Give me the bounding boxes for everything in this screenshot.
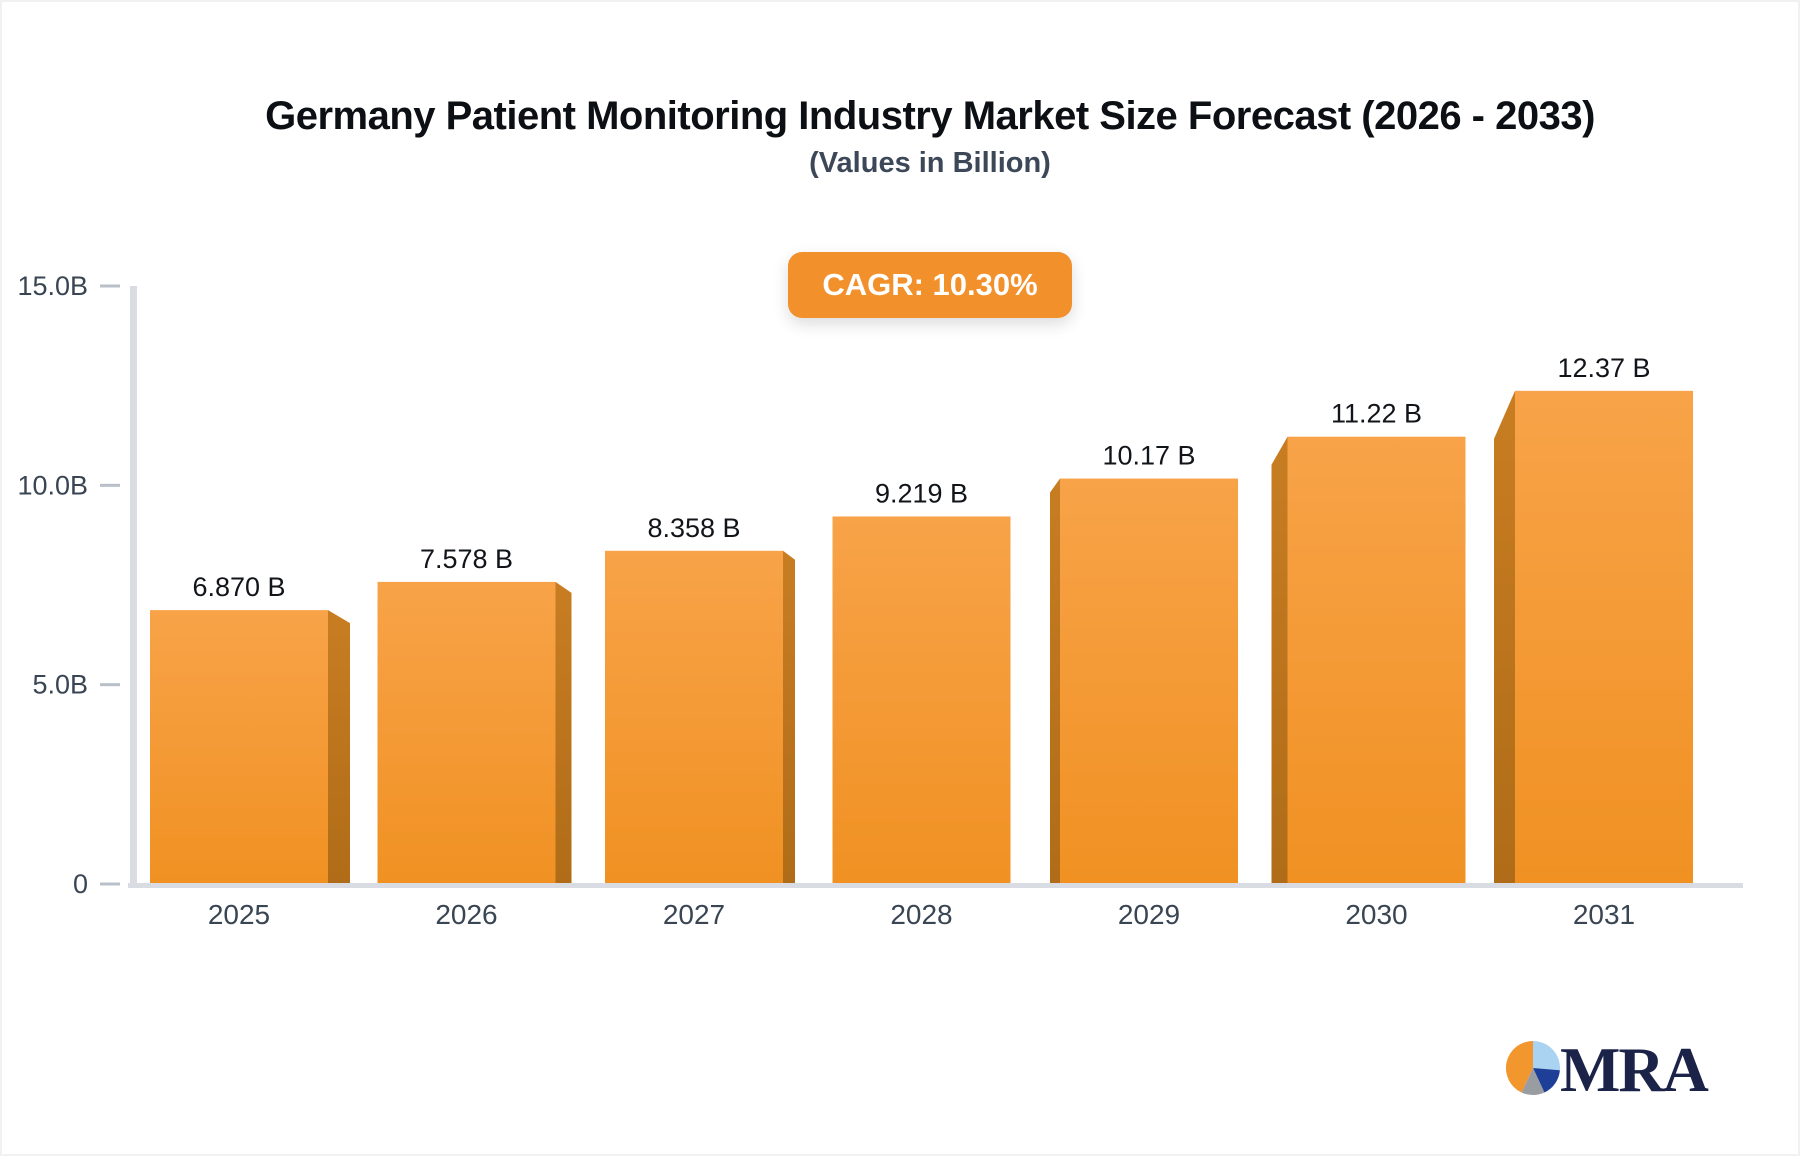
bar-side — [1494, 390, 1515, 884]
chart-title: Germany Patient Monitoring Industry Mark… — [265, 94, 1595, 138]
y-axis-label: 10.0B — [17, 470, 88, 500]
bar — [1515, 390, 1693, 884]
bar-side — [555, 581, 572, 884]
bar-value-label: 10.17 B — [1102, 441, 1195, 471]
logo-pie-slice-darkblue — [1533, 1068, 1560, 1093]
badge-row: CAGR: 10.30% — [60, 252, 1800, 318]
bar-side — [1050, 478, 1060, 884]
x-axis-label: 2031 — [1573, 899, 1635, 930]
y-axis-tick — [100, 882, 120, 886]
bar-value-label: 11.22 B — [1331, 399, 1422, 429]
y-axis-tick — [100, 683, 120, 687]
y-axis-tick — [100, 483, 120, 487]
x-axis-line — [128, 883, 1743, 888]
logo-text: MRA — [1560, 1034, 1709, 1105]
bar-value-label: 6.870 B — [192, 572, 285, 602]
logo-pie-slice-orange — [1505, 1040, 1533, 1093]
y-axis-label: 5.0B — [32, 670, 88, 700]
x-axis-label: 2030 — [1345, 899, 1407, 930]
x-axis-label: 2028 — [890, 899, 952, 930]
y-axis-label: 15.0B — [17, 271, 88, 301]
bar-side — [328, 610, 350, 884]
x-axis-label: 2027 — [663, 899, 725, 930]
bar — [377, 581, 556, 884]
bar — [832, 516, 1011, 884]
bar-value-label: 9.219 B — [875, 478, 968, 508]
plot-area: 15.0B 10.0B 5.0B 0 6.870 B 2025 7.578 B 2026 8.3… — [17, 271, 1743, 930]
y-axis-tick — [100, 284, 120, 288]
x-axis-label: 2029 — [1118, 899, 1180, 930]
cagr-badge: CAGR: 10.30% — [788, 252, 1072, 318]
bar-value-label: 12.37 B — [1557, 353, 1650, 383]
chart-subtitle: (Values in Billion) — [809, 147, 1051, 179]
bar-value-label: 8.358 B — [647, 513, 740, 543]
logo-pie-slice-lightblue — [1533, 1041, 1560, 1071]
y-axis-line — [130, 286, 137, 884]
logo-pie-icon — [1505, 1040, 1560, 1096]
bar-side — [1271, 436, 1288, 884]
bar — [605, 550, 783, 884]
x-axis-label: 2025 — [208, 899, 270, 930]
bar-side — [783, 550, 795, 884]
bar — [1287, 436, 1466, 884]
bar-value-label: 7.578 B — [420, 544, 513, 574]
x-axis-label: 2026 — [435, 899, 497, 930]
logo-pie-slice-gray — [1521, 1068, 1545, 1096]
y-axis-label: 0 — [73, 869, 88, 899]
bar — [1060, 478, 1238, 884]
bar — [150, 610, 328, 884]
mra-logo: MRA — [1505, 1034, 1711, 1105]
